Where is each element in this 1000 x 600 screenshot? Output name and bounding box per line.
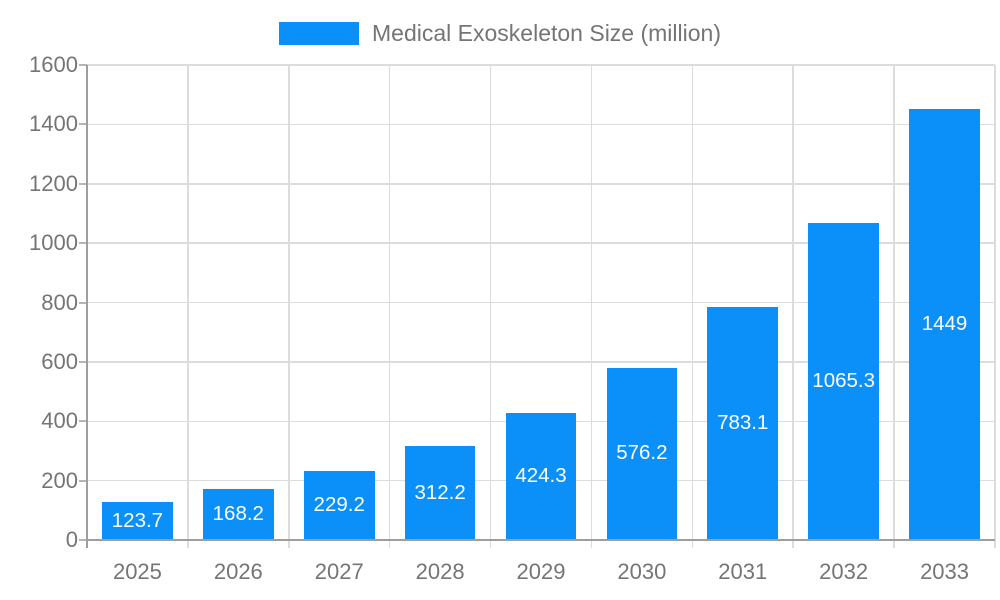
- legend-label: Medical Exoskeleton Size (million): [372, 20, 721, 46]
- bar-value-label: 229.2: [313, 492, 365, 516]
- gridline-vertical: [187, 65, 189, 548]
- plot-area: 123.7 168.2 229.2 312.2 424.3 576.2 783.1 1065.…: [79, 64, 996, 548]
- x-axis-line: [87, 538, 995, 541]
- bar-2027: 229.2: [303, 470, 375, 539]
- bar-2030: 576.2: [606, 367, 678, 539]
- y-axis-tick: [79, 301, 87, 304]
- chart-legend: Medical Exoskeleton Size (million): [0, 20, 1000, 47]
- y-axis-label: 600: [41, 348, 78, 374]
- bar-value-label: 168.2: [212, 502, 264, 526]
- x-axis-label: 2032: [819, 559, 869, 584]
- bar-2026: 168.2: [203, 489, 274, 539]
- bar-value-label: 1449: [921, 311, 968, 335]
- y-axis-label: 1000: [29, 230, 78, 256]
- x-axis-label: 2027: [314, 559, 364, 584]
- gridline-vertical: [388, 65, 391, 548]
- x-axis-label: 2030: [617, 559, 667, 584]
- gridline-vertical: [994, 65, 996, 548]
- bar-2028: 312.2: [404, 446, 476, 539]
- gridline-horizontal: [87, 183, 995, 185]
- y-axis-label: 400: [41, 408, 78, 434]
- gridline-horizontal: [87, 123, 995, 126]
- bar-2032: 1065.3: [808, 222, 879, 539]
- bar-value-label: 576.2: [616, 441, 668, 465]
- gridline-vertical: [489, 65, 492, 548]
- gridline-vertical: [691, 65, 694, 548]
- y-axis-tick: [79, 123, 87, 126]
- bar-value-label: 424.3: [515, 464, 567, 488]
- bar-2033: 1449: [909, 108, 980, 539]
- bar-value-label: 123.7: [111, 508, 164, 532]
- y-axis-label: 800: [41, 289, 78, 315]
- y-axis-label: 0: [65, 527, 78, 552]
- y-axis-tick: [79, 182, 87, 185]
- bar-value-label: 1065.3: [812, 368, 875, 392]
- x-axis-label: 2025: [112, 559, 162, 584]
- y-axis-tick: [79, 64, 87, 66]
- x-axis-label: 2033: [920, 559, 970, 584]
- gridline-horizontal: [87, 242, 995, 244]
- gridline-vertical: [792, 65, 794, 548]
- x-axis-label: 2028: [415, 559, 465, 584]
- y-axis-tick: [79, 242, 87, 245]
- bar-2029: 424.3: [505, 413, 577, 539]
- gridline-horizontal: [87, 64, 995, 66]
- x-axis-label: 2029: [516, 559, 566, 584]
- legend-swatch: [279, 22, 360, 45]
- gridline-vertical: [288, 65, 290, 548]
- gridline-vertical: [893, 65, 895, 548]
- x-axis-label: 2026: [213, 559, 263, 584]
- y-axis-label: 200: [41, 467, 78, 493]
- y-axis-tick: [79, 539, 87, 541]
- y-axis-tick: [79, 479, 87, 482]
- bar-2025: 123.7: [102, 502, 173, 539]
- bar-2031: 783.1: [707, 306, 779, 539]
- y-axis-label: 1200: [29, 170, 78, 196]
- gridline-vertical: [590, 65, 593, 548]
- x-axis-label: 2031: [718, 559, 768, 584]
- y-axis-line: [86, 65, 88, 548]
- y-axis-tick: [79, 360, 87, 363]
- gridline-horizontal: [87, 361, 995, 363]
- bar-value-label: 312.2: [414, 480, 466, 504]
- y-axis-label: 1400: [29, 111, 78, 137]
- y-axis-label: 1600: [29, 52, 78, 77]
- gridline-horizontal: [87, 301, 995, 304]
- y-axis-tick: [79, 420, 87, 423]
- bar-value-label: 783.1: [717, 410, 769, 434]
